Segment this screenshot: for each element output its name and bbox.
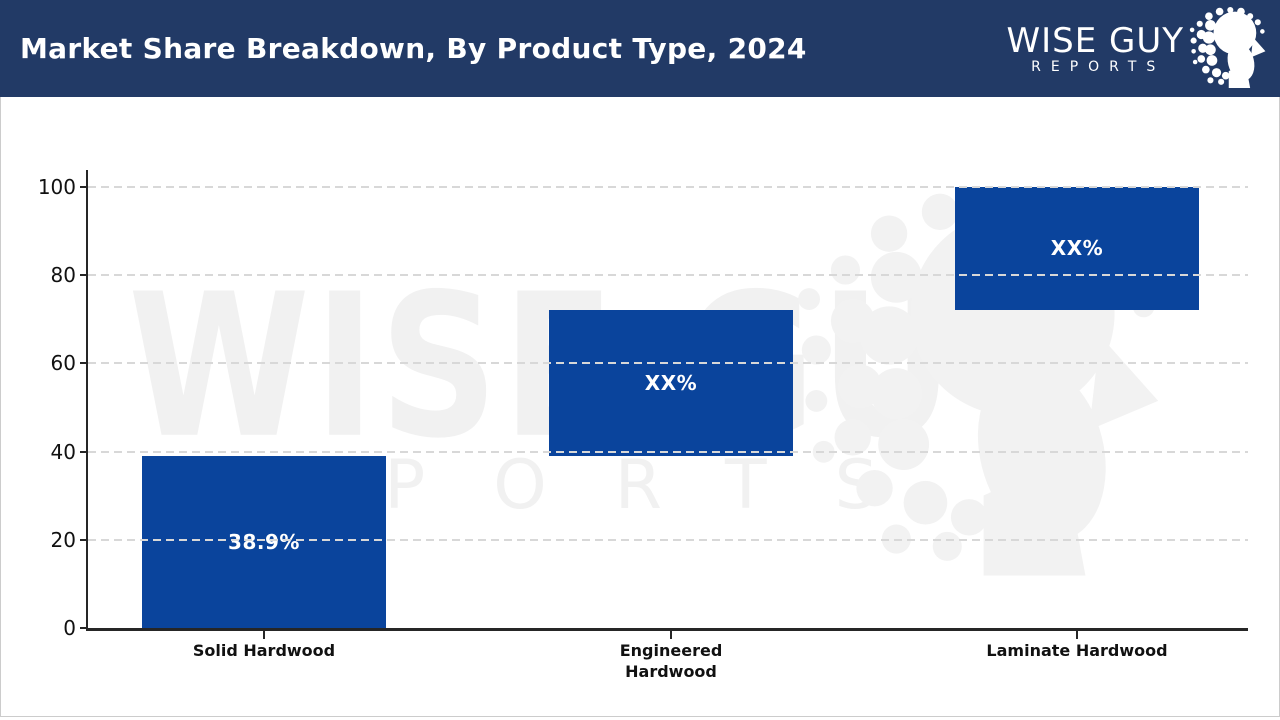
x-axis-line bbox=[86, 628, 1248, 631]
bar-value-label: 38.9% bbox=[228, 530, 300, 555]
page-title: Market Share Breakdown, By Product Type,… bbox=[20, 32, 807, 65]
y-axis-tick bbox=[80, 186, 88, 188]
grid-line bbox=[88, 362, 1248, 365]
x-category-label: Solid Hardwood bbox=[192, 641, 336, 660]
grid-line bbox=[88, 186, 1248, 188]
y-tick-label: 80 bbox=[50, 263, 76, 288]
wiseguy-logo: WISE GUY REPORTS bbox=[1006, 6, 1270, 92]
x-category-label: Laminate Hardwood bbox=[986, 641, 1168, 660]
bar-value-label: XX% bbox=[644, 371, 698, 396]
logo-brand-subtitle: REPORTS bbox=[1031, 58, 1166, 75]
y-axis-tick bbox=[80, 274, 88, 277]
logo-brand-name: WISE GUY bbox=[1006, 21, 1184, 62]
bar-segment: XX% bbox=[955, 187, 1199, 310]
y-axis-tick bbox=[80, 538, 88, 541]
wiseguy-logo-text: WISE GUY REPORTS bbox=[1006, 21, 1184, 75]
grid-line bbox=[88, 274, 1248, 277]
y-axis-tick bbox=[80, 627, 88, 629]
wiseguy-head-icon bbox=[1186, 7, 1270, 91]
bar-segment: XX% bbox=[549, 309, 793, 457]
bar-value-label: XX% bbox=[1050, 236, 1104, 261]
y-axis-line bbox=[86, 170, 88, 630]
y-tick-label: 20 bbox=[50, 527, 76, 552]
grid-line bbox=[88, 450, 1248, 453]
y-tick-label: 0 bbox=[63, 616, 76, 640]
x-axis-tick bbox=[1076, 631, 1078, 639]
y-tick-label: 100 bbox=[37, 175, 76, 199]
x-category-label: Engineered Hardwood bbox=[619, 641, 723, 681]
y-tick-label: 40 bbox=[50, 439, 76, 464]
y-axis-tick bbox=[80, 362, 88, 365]
y-tick-label: 60 bbox=[50, 351, 76, 376]
header-bar: Market Share Breakdown, By Product Type,… bbox=[0, 0, 1280, 97]
grid-line bbox=[88, 538, 1248, 541]
x-axis-tick bbox=[263, 631, 265, 639]
x-axis-tick bbox=[670, 631, 672, 639]
bar-segment: 38.9% bbox=[142, 456, 386, 628]
y-axis-tick bbox=[80, 450, 88, 453]
